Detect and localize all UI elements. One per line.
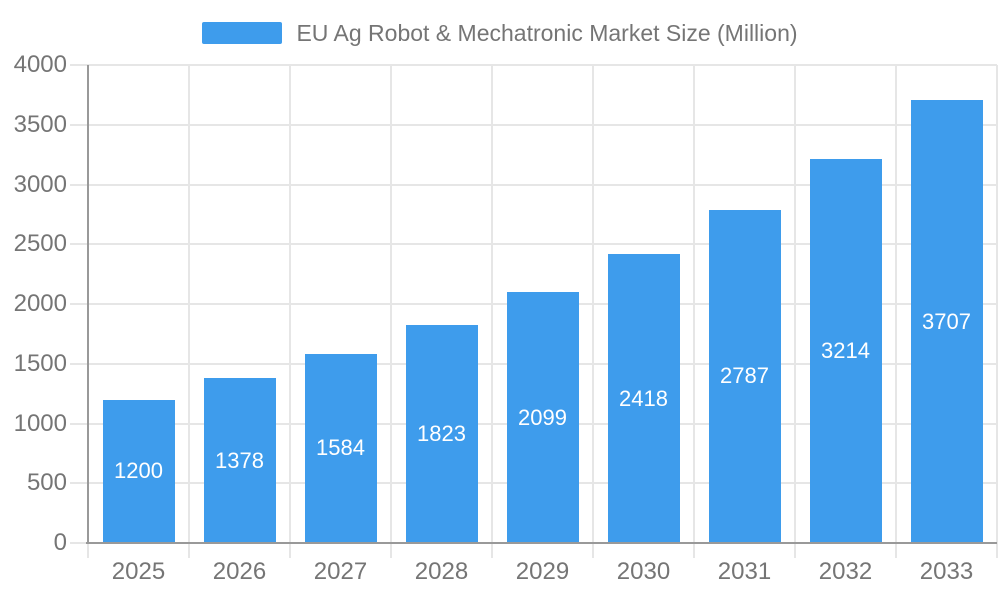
x-axis-tick-label: 2033 [919,558,974,585]
x-axis-tick [491,543,493,558]
gridline-vertical [289,65,291,543]
x-axis-tick-label: 2029 [515,558,570,585]
bar: 3214 [809,158,882,543]
x-axis-tick [794,543,796,558]
x-axis-tick-label: 2026 [212,558,267,585]
bar-value-label: 2418 [619,385,668,411]
y-axis-line [87,65,89,544]
bar-value-label: 2787 [720,363,769,389]
x-axis-tick-label: 2031 [717,558,772,585]
bar-value-label: 1200 [114,458,163,484]
bar-value-label: 1584 [316,435,365,461]
x-axis-tick-label: 2025 [111,558,166,585]
y-axis-tick-label: 2500 [13,230,67,258]
gridline-vertical [996,65,998,543]
bar-value-label: 2099 [518,404,567,430]
gridline-vertical [188,65,190,543]
y-axis-tick-label: 500 [26,469,67,497]
gridline-horizontal [70,123,997,126]
y-axis-tick-label: 3500 [13,110,67,138]
x-axis-tick [390,543,392,558]
bar: 1823 [405,325,478,543]
x-axis-tick-label: 2028 [414,558,469,585]
y-axis-tick-label: 1000 [13,409,67,437]
gridline-vertical [794,65,796,543]
gridline-horizontal [70,183,997,186]
gridline-horizontal [70,243,997,246]
x-axis-tick-label: 2027 [313,558,368,585]
y-axis-tick-label: 4000 [13,51,67,78]
legend-label: EU Ag Robot & Mechatronic Market Size (M… [296,19,798,46]
bar-value-label: 3214 [821,337,870,363]
bar: 1378 [203,378,276,543]
gridline-vertical [390,65,392,543]
x-axis-line [86,542,997,544]
gridline-horizontal [70,64,997,66]
x-axis-tick [188,543,190,558]
x-axis-tick [87,543,89,558]
gridline-vertical [592,65,594,543]
y-axis-tick-label: 2000 [13,290,67,317]
x-axis-tick [895,543,897,558]
bar: 2099 [506,292,579,543]
x-axis-tick [996,543,998,558]
bar-value-label: 3707 [922,308,971,334]
gridline-vertical [693,65,695,543]
bar: 3707 [910,100,983,543]
bar-value-label: 1823 [417,421,466,447]
x-axis-tick [693,543,695,558]
y-axis-tick-label: 3000 [13,170,67,198]
legend-swatch [202,22,283,44]
plot-area: 1200 1378 1584 1823 2099 2418 2787 3214 3707 [70,64,998,558]
x-axis-tick-label: 2030 [616,558,671,585]
y-axis-tick-label: 1500 [13,349,67,377]
y-axis-tick-label: 0 [53,529,67,556]
bar-value-label: 1378 [215,447,264,473]
gridline-vertical [895,65,897,543]
x-axis-tick [592,543,594,558]
bar: 2787 [708,209,781,543]
x-axis-tick [289,543,291,558]
bar: 1200 [102,399,175,543]
gridline-vertical [491,65,493,543]
legend: EU Ag Robot & Mechatronic Market Size (M… [0,20,1000,46]
bar: 1584 [304,353,377,543]
bar: 2418 [607,254,680,543]
x-axis-tick-label: 2032 [818,558,873,585]
